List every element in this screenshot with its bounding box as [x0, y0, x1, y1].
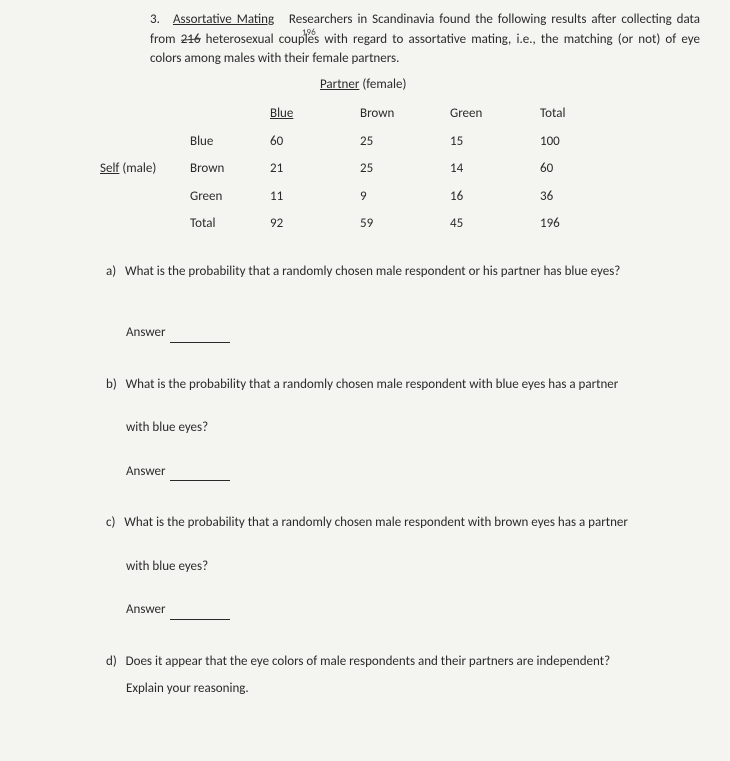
answer-label: Answer	[126, 464, 166, 479]
question-intro: 3. Assortative Mating Researchers in Sca…	[150, 10, 700, 69]
row-label: Green	[190, 183, 270, 211]
table-row: Total 92 59 45 196	[100, 210, 630, 238]
row-label: Blue	[190, 128, 270, 156]
partner-label-suffix: (female)	[359, 77, 406, 92]
cell: 59	[360, 210, 450, 238]
part-letter: a)	[106, 264, 116, 279]
cell: 60	[270, 128, 360, 156]
part-letter: b)	[106, 377, 117, 392]
part-b-cont: with blue eyes?	[126, 418, 700, 438]
row-label: Brown	[190, 155, 270, 183]
part-b-text1: What is the probability that a randomly …	[126, 377, 619, 392]
cell: 14	[450, 155, 540, 183]
cell: 16	[450, 183, 540, 211]
struck-number: 216	[181, 30, 201, 50]
part-d: d) Does it appear that the eye colors of…	[106, 652, 700, 672]
cell: 15	[450, 128, 540, 156]
answer-b: Answer	[126, 462, 700, 482]
answer-blank[interactable]	[170, 619, 230, 620]
answer-label: Answer	[126, 602, 166, 617]
row-label: Total	[190, 210, 270, 238]
partner-label-word: Partner	[320, 77, 359, 92]
worksheet-page: 3. Assortative Mating Researchers in Sca…	[0, 0, 730, 709]
part-a-text: What is the probability that a randomly …	[125, 264, 620, 279]
table-header-row: Blue Brown Green Total	[100, 100, 630, 128]
question-title: Assortative Mating	[173, 12, 274, 27]
cell: 196	[540, 210, 630, 238]
answer-blank[interactable]	[170, 342, 230, 343]
part-d-text1: Does it appear that the eye colors of ma…	[126, 654, 611, 669]
contingency-table: Blue Brown Green Total Blue 60 25 15 100…	[100, 100, 630, 238]
question-number: 3.	[150, 10, 168, 30]
self-label: Self (male)	[100, 155, 190, 183]
col-header: Total	[540, 100, 630, 128]
part-d-cont: Explain your reasoning.	[126, 679, 700, 699]
cell: 25	[360, 155, 450, 183]
cell: 11	[270, 183, 360, 211]
cell: 92	[270, 210, 360, 238]
cell: 60	[540, 155, 630, 183]
cell: 45	[450, 210, 540, 238]
part-c-text1: What is the probability that a randomly …	[124, 515, 628, 530]
col-header: Brown	[360, 100, 450, 128]
answer-a: Answer	[126, 323, 700, 343]
col-header: Blue	[270, 100, 360, 128]
part-c: c) What is the probability that a random…	[106, 513, 700, 533]
answer-label: Answer	[126, 325, 166, 340]
table-row: Green 11 9 16 36	[100, 183, 630, 211]
part-letter: c)	[106, 515, 115, 530]
col-header: Green	[450, 100, 540, 128]
cell: 25	[360, 128, 450, 156]
intro-text-2: heterosexual couples with regard to asso…	[150, 32, 700, 67]
answer-blank[interactable]	[170, 480, 230, 481]
table-row: Self (male) Brown 21 25 14 60	[100, 155, 630, 183]
part-a: a) What is the probability that a random…	[106, 262, 700, 282]
table-row: Blue 60 25 15 100	[100, 128, 630, 156]
part-letter: d)	[106, 654, 117, 669]
handwritten-annotation: 196	[302, 26, 316, 40]
cell: 9	[360, 183, 450, 211]
answer-c: Answer	[126, 600, 700, 620]
cell: 100	[540, 128, 630, 156]
partner-heading: Partner (female)	[320, 75, 700, 95]
part-c-cont: with blue eyes?	[126, 557, 700, 577]
cell: 36	[540, 183, 630, 211]
part-b: b) What is the probability that a random…	[106, 375, 700, 395]
cell: 21	[270, 155, 360, 183]
